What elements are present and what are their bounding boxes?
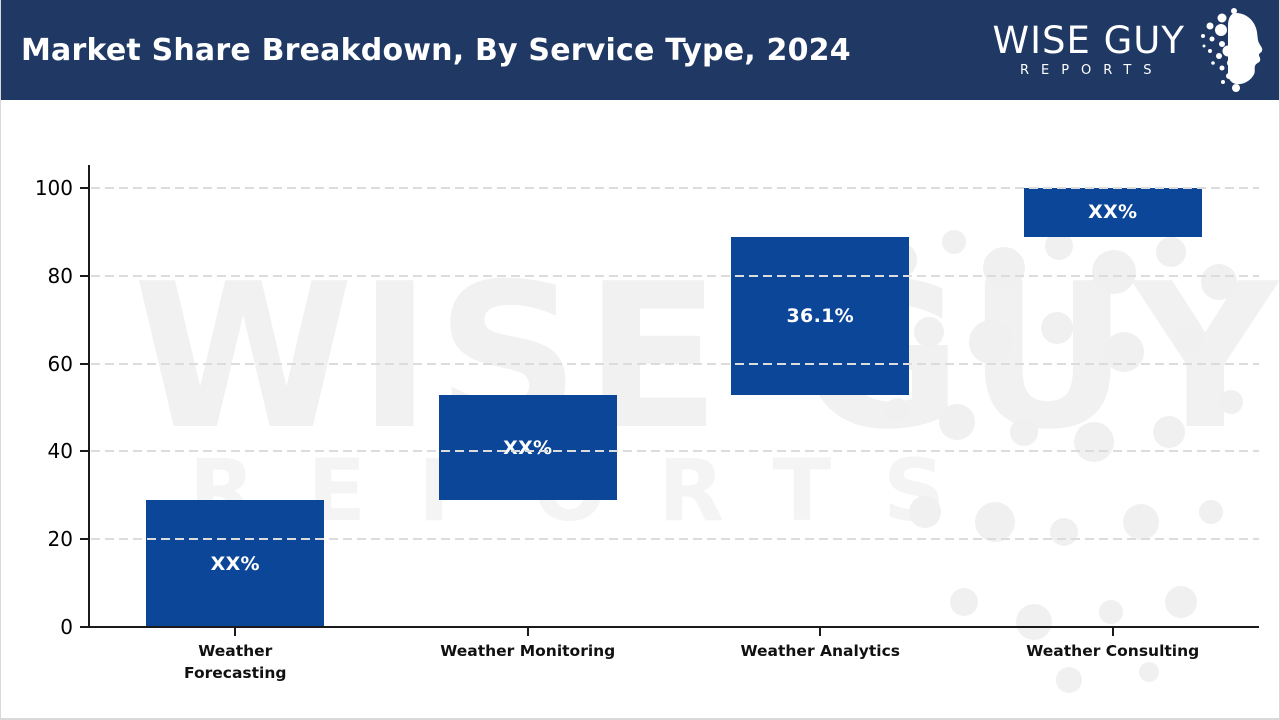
waterfall-bar-1: XX% xyxy=(146,500,325,627)
wise-guy-reports-logo: WISE GUY REPORTS xyxy=(993,6,1265,94)
logo-face-icon xyxy=(1201,8,1263,92)
logo-wordmark: WISE GUY xyxy=(992,19,1185,62)
x-tick-4 xyxy=(1111,628,1114,636)
y-tick-label-100: 100 xyxy=(34,176,73,200)
x-category-label-1: Weather Forecasting xyxy=(184,642,287,682)
y-tick-label-0: 0 xyxy=(60,615,73,639)
bar-value-label: XX% xyxy=(1088,201,1138,224)
x-category-label-3: Weather Analytics xyxy=(740,642,901,660)
x-tick-2 xyxy=(526,628,529,636)
waterfall-bar-2: XX% xyxy=(438,395,617,501)
x-tick-3 xyxy=(819,628,822,636)
y-axis-line xyxy=(88,165,90,628)
y-tick-label-80: 80 xyxy=(47,263,73,288)
bar-value-label: 36.1% xyxy=(786,304,854,327)
chart-title: Market Share Breakdown, By Service Type,… xyxy=(21,32,851,68)
waterfall-bar-3: 36.1% xyxy=(731,236,910,396)
gridline-100 xyxy=(91,187,1259,189)
y-tick-label-60: 60 xyxy=(47,351,73,376)
y-tick-80 xyxy=(80,274,89,277)
y-tick-100 xyxy=(80,187,89,189)
x-category-label-2: Weather Monitoring xyxy=(440,642,616,660)
y-tick-0 xyxy=(80,626,89,628)
x-axis-line xyxy=(88,626,1259,628)
x-tick-1 xyxy=(234,628,237,636)
bottom-border xyxy=(1,718,1279,720)
y-tick-60 xyxy=(80,362,89,365)
logo-subtitle: REPORTS xyxy=(1019,63,1164,78)
bar-value-label: XX% xyxy=(503,436,553,459)
waterfall-bar-4: XX% xyxy=(1023,188,1202,237)
y-tick-label-40: 40 xyxy=(47,439,73,464)
x-category-label-4: Weather Consulting xyxy=(1026,642,1200,660)
gridline-20 xyxy=(91,538,1259,541)
header-bar: Market Share Breakdown, By Service Type,… xyxy=(1,0,1279,100)
bar-value-label: XX% xyxy=(210,552,260,575)
y-tick-40 xyxy=(80,450,89,453)
y-tick-label-20: 20 xyxy=(47,527,73,552)
y-tick-20 xyxy=(80,538,89,541)
gridline-80 xyxy=(91,274,1259,277)
logo-text: WISE GUY REPORTS xyxy=(993,22,1185,78)
gridline-60 xyxy=(91,362,1259,365)
gridline-40 xyxy=(91,450,1259,453)
